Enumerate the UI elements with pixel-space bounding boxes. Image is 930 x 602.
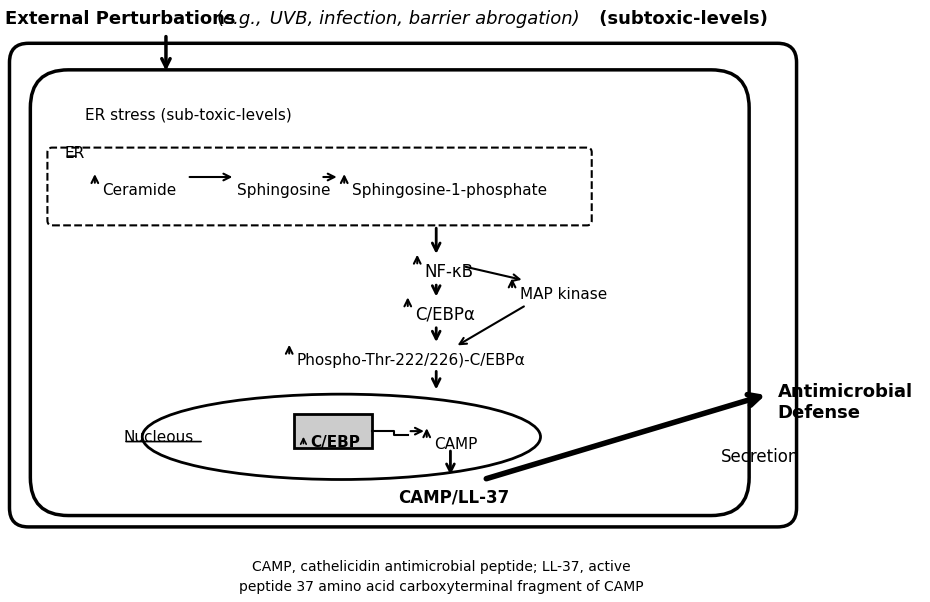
Text: Phospho-Thr-222/226)-C/EBPα: Phospho-Thr-222/226)-C/EBPα: [297, 353, 525, 368]
Text: External Perturbations: External Perturbations: [5, 10, 242, 28]
Text: CAMP/LL-37: CAMP/LL-37: [398, 489, 510, 507]
Text: CAMP: CAMP: [434, 437, 478, 452]
Text: Secretion: Secretion: [721, 448, 799, 466]
FancyBboxPatch shape: [294, 414, 372, 448]
FancyBboxPatch shape: [31, 70, 750, 515]
Text: ER: ER: [64, 146, 85, 161]
FancyBboxPatch shape: [9, 43, 797, 527]
Text: Antimicrobial
Defense: Antimicrobial Defense: [777, 383, 912, 421]
Text: UVB, infection, barrier abrogation): UVB, infection, barrier abrogation): [263, 10, 579, 28]
Text: e.g.,: e.g.,: [222, 10, 261, 28]
Text: C/EBPα: C/EBPα: [416, 306, 475, 324]
Text: Sphingosine: Sphingosine: [237, 182, 330, 197]
Text: MAP kinase: MAP kinase: [520, 287, 607, 302]
Text: C/EBP: C/EBP: [310, 435, 360, 450]
Text: (: (: [216, 10, 223, 28]
Text: Nucleous: Nucleous: [124, 430, 193, 445]
Text: Sphingosine-1-phosphate: Sphingosine-1-phosphate: [352, 182, 547, 197]
Text: (subtoxic-levels): (subtoxic-levels): [592, 10, 767, 28]
Text: ER stress (sub-toxic-levels): ER stress (sub-toxic-levels): [86, 108, 292, 123]
Text: CAMP, cathelicidin antimicrobial peptide; LL-37, active
peptide 37 amino acid ca: CAMP, cathelicidin antimicrobial peptide…: [239, 560, 644, 594]
FancyBboxPatch shape: [47, 147, 591, 225]
Text: NF-κB: NF-κB: [425, 263, 473, 281]
Text: Ceramide: Ceramide: [102, 182, 177, 197]
